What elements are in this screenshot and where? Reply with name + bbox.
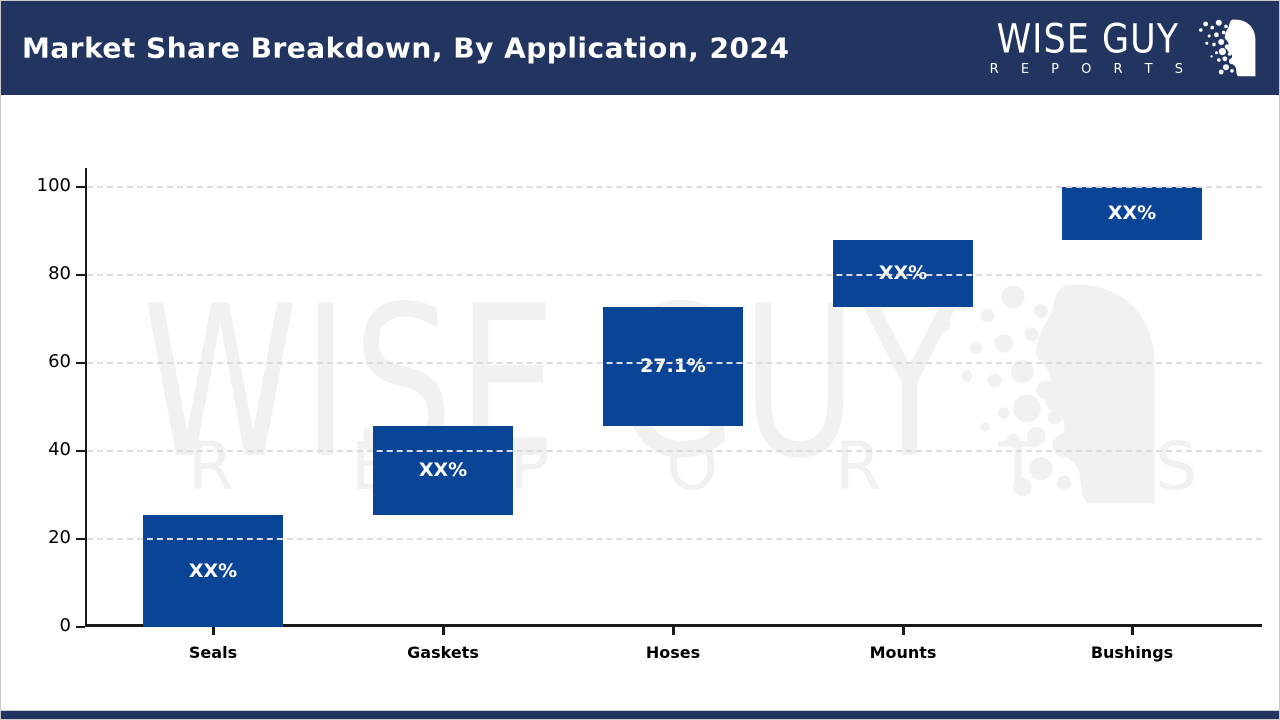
x-category-label-gaskets: Gaskets xyxy=(407,643,479,662)
bar-value-label: XX% xyxy=(878,262,928,285)
x-tick-mark xyxy=(902,627,905,635)
y-tick-label: 100 xyxy=(36,175,71,196)
logo-reports-text: R E P O R T S xyxy=(989,61,1192,77)
y-tick-label: 0 xyxy=(59,615,71,636)
x-tick-mark xyxy=(672,627,675,635)
wise-guy-reports-logo: WISE GUY R E P O R T S xyxy=(984,6,1262,90)
bar-seals: XX% xyxy=(143,515,283,627)
x-tick-mark xyxy=(1131,627,1134,635)
chart-title: Market Share Breakdown, By Application, … xyxy=(22,31,790,64)
x-category-label-seals: Seals xyxy=(188,643,238,662)
x-category-label-bushings: Bushings xyxy=(1090,643,1174,662)
y-tick-label: 60 xyxy=(48,351,71,372)
bar-value-label: XX% xyxy=(418,459,468,482)
footer-hairline xyxy=(0,710,1280,711)
logo-text: WISE GUY R E P O R T S xyxy=(984,16,1192,77)
x-tick-mark xyxy=(442,627,445,635)
gridline-y100 xyxy=(87,186,1262,188)
logo-wiseguy-text: WISE GUY xyxy=(996,16,1180,63)
y-tick-label: 80 xyxy=(48,263,71,284)
footer-strip xyxy=(0,711,1280,720)
header-bar: Market Share Breakdown, By Application, … xyxy=(0,0,1280,95)
y-tick-mark xyxy=(76,273,85,276)
x-category-label-hoses: Hoses xyxy=(645,643,701,662)
logo-head-icon xyxy=(1196,8,1262,88)
y-tick-mark xyxy=(76,449,85,452)
gridline-y60 xyxy=(87,362,1262,364)
y-tick-label: 40 xyxy=(48,439,71,460)
bar-value-label: 27.1% xyxy=(640,355,706,378)
bar-bushings: XX% xyxy=(1062,187,1202,240)
bar-value-label: XX% xyxy=(188,560,238,583)
gridline-y40 xyxy=(87,450,1262,452)
gridline-y80 xyxy=(87,274,1262,276)
y-tick-mark xyxy=(76,361,85,364)
y-tick-mark xyxy=(76,185,85,188)
bar-hoses: 27.1% xyxy=(603,306,743,426)
y-tick-mark xyxy=(76,537,85,540)
plot-area: XX% XX% 27.1% XX% XX% 0 20 40 60 80 100 Seals Gasket… xyxy=(37,168,1262,662)
bar-gaskets: XX% xyxy=(373,425,513,515)
y-tick-mark xyxy=(76,625,85,628)
y-tick-label: 20 xyxy=(48,527,71,548)
gridline-y20 xyxy=(87,538,1262,540)
bar-value-label: XX% xyxy=(1107,202,1157,225)
x-tick-mark xyxy=(212,627,215,635)
x-category-label-mounts: Mounts xyxy=(869,643,937,662)
